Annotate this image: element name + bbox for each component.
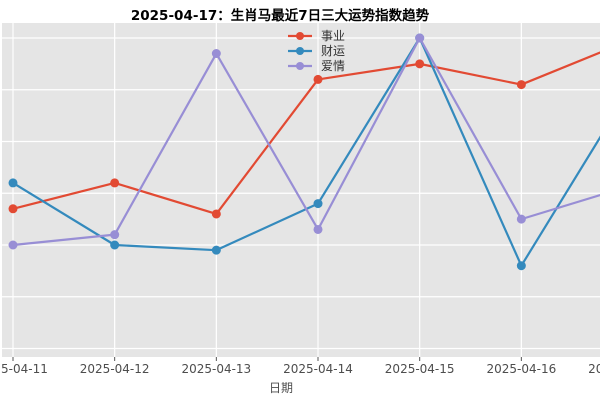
- data-point-事业-2025-04-12: [110, 178, 120, 188]
- x-tick-label: 2025-04-12: [79, 362, 150, 376]
- legend: 事业 财运 爱情: [287, 29, 345, 73]
- data-point-财运-2025-04-11: [8, 178, 18, 188]
- data-point-爱情-2025-04-14: [313, 224, 323, 234]
- legend-marker-career: [288, 32, 312, 40]
- x-tick-label: 2025-04-11: [0, 362, 48, 376]
- x-tick-label: 2025-04-17: [588, 362, 600, 376]
- data-point-财运-2025-04-13: [211, 245, 221, 255]
- data-point-爱情-2025-04-13: [211, 49, 221, 59]
- legend-item-love: 爱情: [287, 59, 345, 73]
- legend-label-love: 爱情: [321, 59, 346, 73]
- data-point-事业-2025-04-14: [313, 74, 323, 84]
- data-point-爱情-2025-04-16: [516, 214, 526, 224]
- legend-item-wealth: 财运: [287, 44, 345, 58]
- legend-marker-love: [288, 62, 312, 70]
- chart-title: 2025-04-17：生肖马最近7日三大运势指数趋势: [130, 8, 430, 24]
- data-point-爱情-2025-04-11: [8, 240, 18, 250]
- data-point-事业-2025-04-16: [516, 80, 526, 90]
- x-tick-label: 2025-04-15: [384, 362, 455, 376]
- x-tick-label: 2025-04-16: [486, 362, 557, 376]
- data-point-爱情-2025-04-12: [110, 230, 120, 240]
- data-point-爱情-2025-04-15: [415, 33, 425, 43]
- x-tick-label: 2025-04-14: [283, 362, 353, 376]
- data-point-事业-2025-04-13: [211, 209, 221, 219]
- legend-item-career: 事业: [287, 29, 345, 43]
- data-point-财运-2025-04-14: [313, 199, 323, 209]
- data-point-财运-2025-04-12: [110, 240, 120, 250]
- data-point-财运-2025-04-16: [516, 261, 526, 271]
- x-tick-label: 2025-04-13: [181, 362, 252, 376]
- x-axis-label: 日期: [268, 381, 294, 395]
- plot-area: [2, 23, 600, 357]
- data-point-事业-2025-04-11: [8, 204, 18, 214]
- data-point-事业-2025-04-15: [415, 59, 425, 69]
- legend-marker-wealth: [288, 47, 312, 55]
- legend-label-career: 事业: [321, 29, 346, 43]
- legend-label-wealth: 财运: [321, 44, 346, 58]
